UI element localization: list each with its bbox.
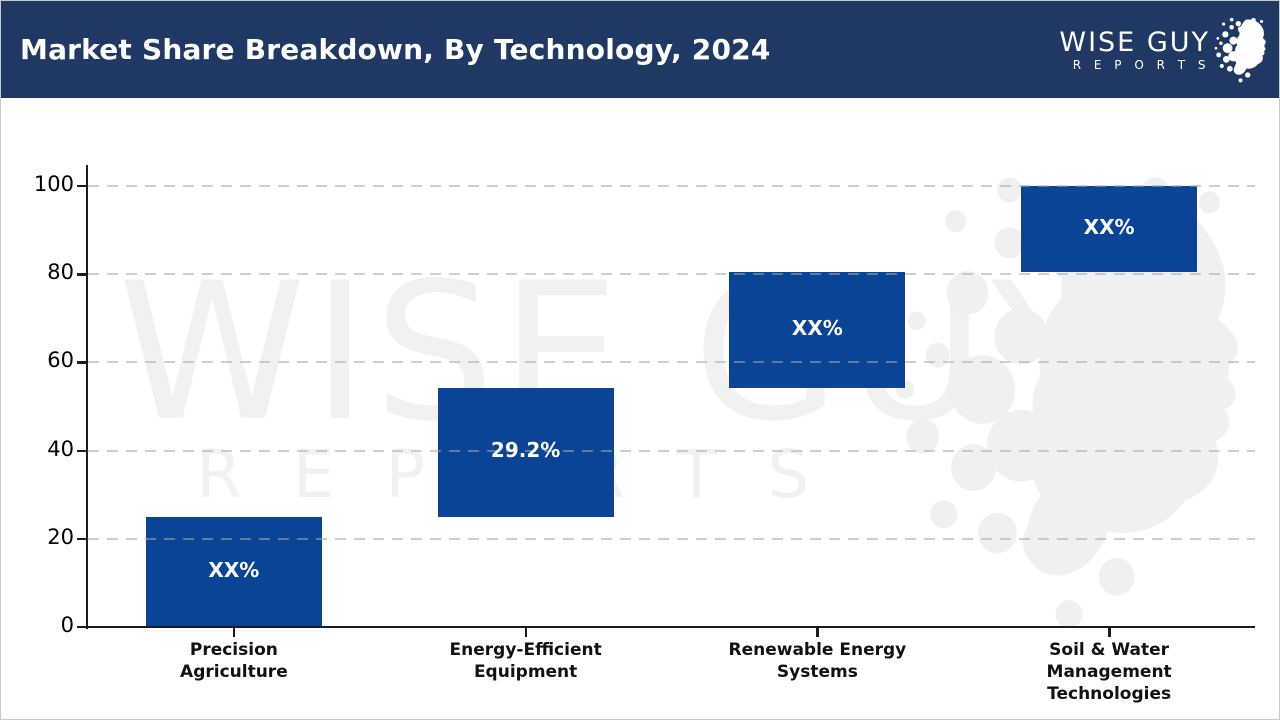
y-tick-label: 20 (47, 524, 74, 549)
y-tick-label: 80 (47, 260, 74, 285)
logo-subtext: R E P O R T S (1072, 58, 1210, 73)
bar-value-label: 29.2% (490, 438, 561, 463)
y-axis-tick (77, 626, 86, 629)
y-axis-tick (77, 361, 86, 364)
x-tick-label: Soil & Water Management Technologies (1046, 640, 1172, 704)
y-tick-label: 100 (33, 172, 74, 196)
y-axis-tick (77, 537, 86, 541)
y-axis-tick (77, 449, 86, 452)
wise-guy-reports-logo: WISE GUY R E P O R T S (1059, 8, 1270, 92)
x-tick-label: Precision Agriculture (180, 640, 288, 682)
bar-value-label: XX% (208, 557, 260, 582)
x-axis-tick (816, 628, 819, 637)
grid-line (88, 273, 1255, 276)
y-tick-label: 40 (47, 436, 74, 461)
x-axis-tick (524, 628, 528, 637)
chart-title: Market Share Breakdown, By Technology, 2… (20, 32, 771, 66)
bar-segment (729, 271, 906, 388)
x-tick-label: Energy-Efficient Equipment (449, 640, 602, 682)
x-axis-tick (232, 628, 236, 637)
bar-value-label: XX% (1083, 214, 1135, 239)
y-tick-label: 0 (60, 613, 74, 637)
grid-line (88, 185, 1255, 187)
bar-segment (437, 387, 614, 517)
y-axis-tick (77, 185, 86, 188)
grid-line (88, 361, 1255, 364)
x-axis-line (86, 626, 1255, 629)
y-axis-line (86, 165, 89, 629)
header-bar: Market Share Breakdown, By Technology, 2… (0, 0, 1280, 98)
bar-value-label: XX% (791, 315, 843, 340)
y-tick-label: 60 (47, 348, 74, 373)
grid-line (88, 537, 1255, 540)
logo-head-dots-icon (1214, 17, 1266, 83)
x-tick-label: Renewable Energy Systems (728, 640, 907, 682)
y-axis-tick (77, 273, 86, 276)
bar-segment (1021, 186, 1198, 272)
logo-wordmark: WISE GUY (1059, 26, 1210, 58)
x-axis-tick (1108, 628, 1111, 637)
grid-line (88, 449, 1255, 452)
bar-segment (145, 516, 322, 627)
